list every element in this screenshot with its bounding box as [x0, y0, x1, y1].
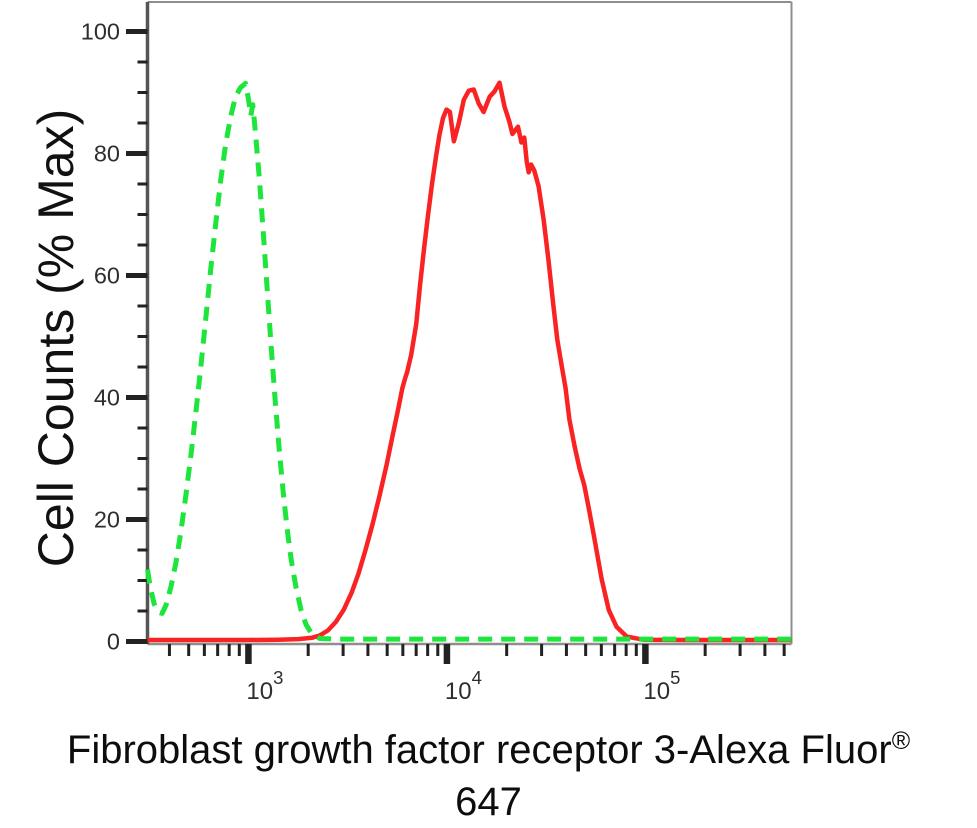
registered-trademark-symbol: ® [891, 727, 911, 755]
y-axis-title: Cell Counts (% Max) [28, 108, 84, 568]
x-tick-label: 103 [246, 667, 283, 705]
y-tick-label: 0 [107, 629, 120, 655]
caption-line2: 647 [455, 780, 522, 824]
x-tick-label: 105 [643, 667, 680, 705]
series-green-dashed [145, 80, 792, 642]
chart-canvas: 0 20 40 60 80 100 103 104 105 [81, 1, 793, 705]
y-tick-label: 20 [94, 507, 120, 533]
y-tick-label: 80 [94, 141, 120, 167]
caption-line1: Fibroblast growth factor receptor 3-Alex… [67, 728, 910, 772]
x-tick-label: 104 [445, 667, 482, 705]
x-axis-caption: Fibroblast growth factor receptor 3-Alex… [0, 724, 977, 828]
y-tick-label: 100 [81, 19, 120, 45]
series-red-solid [147, 80, 792, 643]
caption-text: Fibroblast growth factor receptor 3-Alex… [66, 728, 892, 772]
y-tick-label: 60 [94, 263, 120, 289]
y-tick-label: 40 [94, 385, 120, 411]
